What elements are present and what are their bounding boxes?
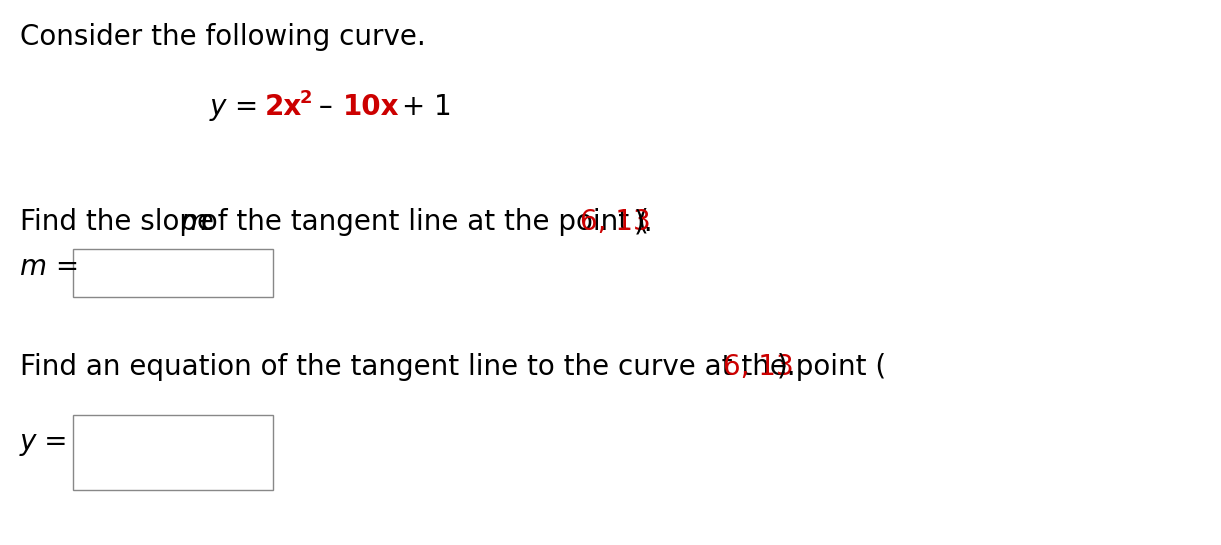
Text: 6, 13: 6, 13: [580, 208, 651, 236]
Text: ).: ).: [777, 353, 796, 381]
Text: Find an equation of the tangent line to the curve at the point (: Find an equation of the tangent line to …: [20, 353, 886, 381]
Text: –: –: [310, 93, 342, 121]
Text: 2: 2: [300, 89, 313, 107]
Text: 10x: 10x: [343, 93, 399, 121]
Bar: [73, 415, 274, 490]
Bar: [73, 249, 274, 297]
Text: 6, 13: 6, 13: [723, 353, 794, 381]
Text: ).: ).: [634, 208, 653, 236]
Text: of the tangent line at the point (: of the tangent line at the point (: [192, 208, 648, 236]
Text: + 1: + 1: [393, 93, 452, 121]
Text: =: =: [226, 93, 267, 121]
Text: y: y: [210, 93, 226, 121]
Text: Find the slope: Find the slope: [20, 208, 223, 236]
Text: m =: m =: [20, 253, 79, 281]
Text: y =: y =: [20, 428, 68, 456]
Text: m: m: [179, 208, 208, 236]
Text: 2x: 2x: [265, 93, 303, 121]
Text: Consider the following curve.: Consider the following curve.: [20, 23, 426, 51]
